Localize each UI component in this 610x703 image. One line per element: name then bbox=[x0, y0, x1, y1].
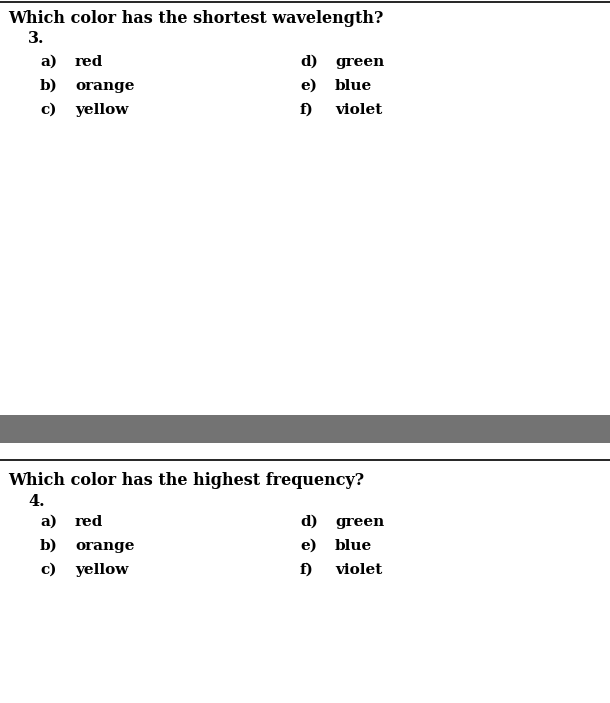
Text: violet: violet bbox=[335, 563, 382, 577]
Text: a): a) bbox=[40, 515, 57, 529]
Text: b): b) bbox=[40, 79, 58, 93]
Text: a): a) bbox=[40, 55, 57, 69]
Text: red: red bbox=[75, 55, 103, 69]
Text: e): e) bbox=[300, 79, 317, 93]
Text: violet: violet bbox=[335, 103, 382, 117]
Text: 3.: 3. bbox=[28, 30, 45, 47]
Text: f): f) bbox=[300, 103, 314, 117]
Text: yellow: yellow bbox=[75, 103, 128, 117]
Text: orange: orange bbox=[75, 539, 134, 553]
Text: green: green bbox=[335, 55, 384, 69]
Text: b): b) bbox=[40, 539, 58, 553]
Text: orange: orange bbox=[75, 79, 134, 93]
Text: blue: blue bbox=[335, 79, 372, 93]
Text: blue: blue bbox=[335, 539, 372, 553]
Text: e): e) bbox=[300, 539, 317, 553]
Text: d): d) bbox=[300, 55, 318, 69]
Text: yellow: yellow bbox=[75, 563, 128, 577]
Text: green: green bbox=[335, 515, 384, 529]
Text: f): f) bbox=[300, 563, 314, 577]
Text: Which color has the shortest wavelength?: Which color has the shortest wavelength? bbox=[8, 10, 383, 27]
Text: c): c) bbox=[40, 103, 57, 117]
Text: c): c) bbox=[40, 563, 57, 577]
Text: Which color has the highest frequency?: Which color has the highest frequency? bbox=[8, 472, 364, 489]
Text: 4.: 4. bbox=[28, 493, 45, 510]
Text: d): d) bbox=[300, 515, 318, 529]
Bar bbox=[0, 415, 610, 443]
Text: red: red bbox=[75, 515, 103, 529]
